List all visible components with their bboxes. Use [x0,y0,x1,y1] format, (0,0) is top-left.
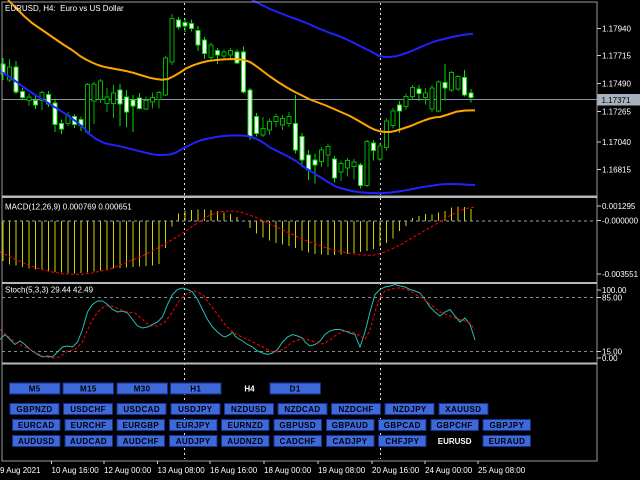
svg-text:GBPCAD: GBPCAD [384,421,421,430]
svg-text:EURUSD, H4: Euro vs US Dollar: EURUSD, H4: Euro vs US Dollar [5,4,124,13]
svg-text:-0.000000: -0.000000 [602,217,639,226]
svg-text:15.00: 15.00 [602,348,623,357]
svg-text:GBPAUD: GBPAUD [332,421,368,430]
svg-text:AUDNZD: AUDNZD [227,437,263,446]
svg-text:EURCHF: EURCHF [71,421,107,430]
svg-text:0.00: 0.00 [602,354,618,363]
svg-text:M5: M5 [29,385,41,394]
svg-text:AUDUSD: AUDUSD [18,437,55,446]
svg-text:EURNZD: EURNZD [228,421,264,430]
svg-text:GBPUSD: GBPUSD [279,421,316,430]
svg-text:EURUSD: EURUSD [438,437,472,446]
svg-text:25 Aug 08:00: 25 Aug 08:00 [478,466,526,475]
svg-text:85.00: 85.00 [602,294,623,303]
svg-text:1.17040: 1.17040 [602,138,631,147]
svg-text:100.00: 100.00 [602,286,627,295]
svg-text:USDJPY: USDJPY [178,405,213,414]
svg-text:AUDCHF: AUDCHF [123,437,159,446]
svg-text:EURGBP: EURGBP [123,421,160,430]
svg-text:NZDJPY: NZDJPY [393,405,427,414]
svg-text:H4: H4 [244,385,255,394]
svg-text:18 Aug 00:00: 18 Aug 00:00 [264,466,312,475]
svg-text:AUDJPY: AUDJPY [176,437,211,446]
svg-text:CADCHF: CADCHF [280,437,316,446]
svg-text:1.16815: 1.16815 [602,166,631,175]
svg-text:9 Aug 2021: 9 Aug 2021 [0,466,41,475]
svg-text:13 Aug 08:00: 13 Aug 08:00 [158,466,206,475]
svg-text:1.17265: 1.17265 [602,108,631,117]
svg-text:NZDCHF: NZDCHF [338,405,373,414]
svg-text:1.17940: 1.17940 [602,24,631,33]
svg-text:EURAUD: EURAUD [489,437,526,446]
svg-text:CADJPY: CADJPY [333,437,368,446]
svg-text:-0.003551: -0.003551 [602,270,639,279]
svg-text:USDCHF: USDCHF [70,405,106,414]
svg-text:USDCAD: USDCAD [123,405,160,414]
svg-text:CHFJPY: CHFJPY [385,437,419,446]
svg-text:M30: M30 [134,385,151,394]
svg-text:24 Aug 00:00: 24 Aug 00:00 [425,466,473,475]
svg-text:12 Aug 00:00: 12 Aug 00:00 [104,466,152,475]
svg-text:1.17490: 1.17490 [602,79,631,88]
svg-text:16 Aug 16:00: 16 Aug 16:00 [210,466,258,475]
svg-text:1.17371: 1.17371 [602,96,631,105]
svg-text:Stoch(5,3,3) 29.44 42.49: Stoch(5,3,3) 29.44 42.49 [5,286,94,295]
svg-text:19 Aug 08:00: 19 Aug 08:00 [318,466,366,475]
svg-text:EURCAD: EURCAD [18,421,55,430]
svg-text:XAUUSD: XAUUSD [445,405,481,414]
svg-text:MACD(12,26,9) 0.000769 0.00065: MACD(12,26,9) 0.000769 0.000651 [5,203,132,212]
svg-text:EURJPY: EURJPY [176,421,211,430]
svg-text:GBPJPY: GBPJPY [490,421,525,430]
svg-text:NZDCAD: NZDCAD [284,405,320,414]
svg-text:GBPNZD: GBPNZD [16,405,52,414]
svg-text:NZDUSD: NZDUSD [231,405,267,414]
svg-text:M15: M15 [80,385,97,394]
svg-text:H1: H1 [190,385,201,394]
svg-text:AUDCAD: AUDCAD [70,437,107,446]
svg-text:20 Aug 16:00: 20 Aug 16:00 [372,466,420,475]
svg-text:0.001295: 0.001295 [602,202,636,211]
svg-text:D1: D1 [290,385,301,394]
svg-text:1.17715: 1.17715 [602,51,631,60]
svg-text:10 Aug 16:00: 10 Aug 16:00 [52,466,100,475]
svg-text:GBPCHF: GBPCHF [437,421,473,430]
